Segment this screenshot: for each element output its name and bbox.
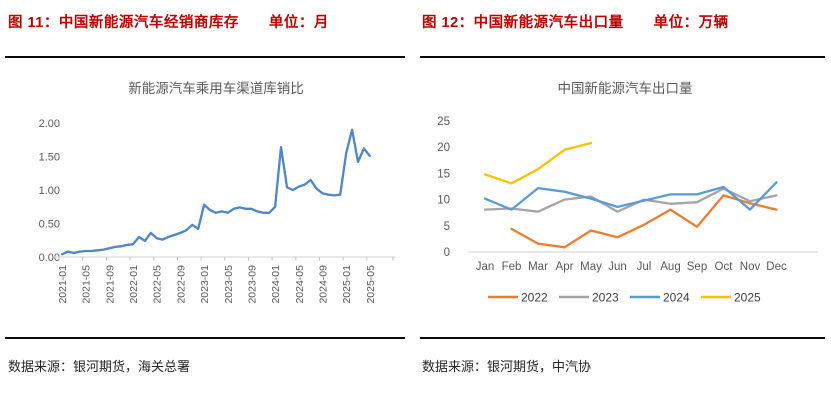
figure-11-bottom-rule: [5, 337, 405, 339]
series-line-2024: [483, 181, 778, 211]
x-axis-label: 2022-09: [175, 265, 187, 304]
y-axis-label: 1.00: [39, 185, 60, 197]
figure-12-bottom-rule: [420, 337, 825, 339]
figure-11-title-text: 图 11：中国新能源汽车经销商库存: [8, 15, 239, 31]
x-axis-label: 2023-01: [199, 265, 211, 304]
y-axis-label: 20: [437, 142, 450, 154]
x-axis-label: Oct: [715, 261, 734, 273]
figure-12-heading: 图 12：中国新能源汽车出口量 单位：万辆: [422, 11, 729, 32]
series-line-2022: [510, 194, 778, 249]
figure-11-top-rule: [5, 56, 405, 58]
figure-12-source: 数据来源：银河期货，中汽协: [422, 359, 592, 374]
x-axis-label: 2024-05: [294, 265, 306, 304]
figure-11-source: 数据来源：银河期货，海关总署: [8, 359, 191, 374]
figure-11-unit-label: 单位：月: [268, 15, 329, 31]
series-line-渠道库销比: [60, 128, 371, 256]
y-axis-label: 2.00: [39, 118, 60, 130]
x-axis-label: 2022-05: [152, 265, 164, 304]
figure-11-heading: 图 11：中国新能源汽车经销商库存 单位：月: [8, 11, 329, 32]
x-axis-label: Aug: [660, 261, 680, 273]
x-axis-label: 2022-01: [128, 265, 140, 304]
x-axis-label: Dec: [766, 261, 787, 273]
chart-title: 新能源汽车乘用车渠道库销比: [128, 80, 304, 96]
x-axis-label: 2024-09: [317, 265, 329, 304]
figure-12-top-rule: [420, 56, 825, 58]
y-axis-label: 5: [444, 221, 450, 233]
x-axis-label: Apr: [556, 261, 574, 273]
legend-label-2024: 2024: [663, 291, 690, 305]
x-axis-label: Mar: [528, 261, 548, 273]
x-axis-label: 2021-05: [81, 265, 93, 304]
x-axis-label: 2023-05: [223, 265, 235, 304]
y-axis-label: 0: [444, 247, 450, 259]
y-axis-label: 25: [437, 116, 450, 128]
dealer-inventory-ratio-chart: 新能源汽车乘用车渠道库销比 0.00 0.50 1.00 1.50 2.00 2021-01…: [39, 80, 396, 304]
x-axis-label: Feb: [502, 261, 522, 273]
figure-12-unit-label: 单位：万辆: [653, 15, 729, 31]
figure-12-title-text: 图 12：中国新能源汽车出口量: [422, 15, 624, 31]
y-axis-label: 1.50: [39, 152, 60, 164]
x-axis-label: Nov: [740, 261, 761, 273]
x-axis-label: Jun: [608, 261, 627, 273]
x-axis-label: 2025-05: [365, 265, 377, 304]
y-axis-label: 15: [437, 168, 450, 180]
y-axis-label: 10: [437, 195, 450, 207]
y-axis-label: 0.50: [39, 219, 60, 231]
x-axis-label: Sep: [687, 261, 707, 273]
x-axis-label: 2024-01: [270, 265, 282, 304]
chart-title: 中国新能源汽车出口量: [558, 80, 693, 96]
x-axis-label: Jan: [476, 261, 495, 273]
legend-label-2023: 2023: [592, 291, 619, 305]
series-line-2025: [483, 141, 593, 185]
legend-label-2022: 2022: [521, 291, 548, 305]
x-axis-label: 2021-09: [104, 265, 116, 304]
legend-label-2025: 2025: [734, 291, 761, 305]
series-line-2023: [483, 187, 778, 213]
y-axis-label: 0.00: [39, 252, 60, 264]
x-axis-label: Jul: [637, 261, 652, 273]
x-axis-label: 2025-01: [341, 265, 353, 304]
x-axis-label: May: [580, 261, 602, 273]
x-axis-label: 2023-09: [246, 265, 258, 304]
x-axis-label: 2021-01: [57, 265, 69, 304]
